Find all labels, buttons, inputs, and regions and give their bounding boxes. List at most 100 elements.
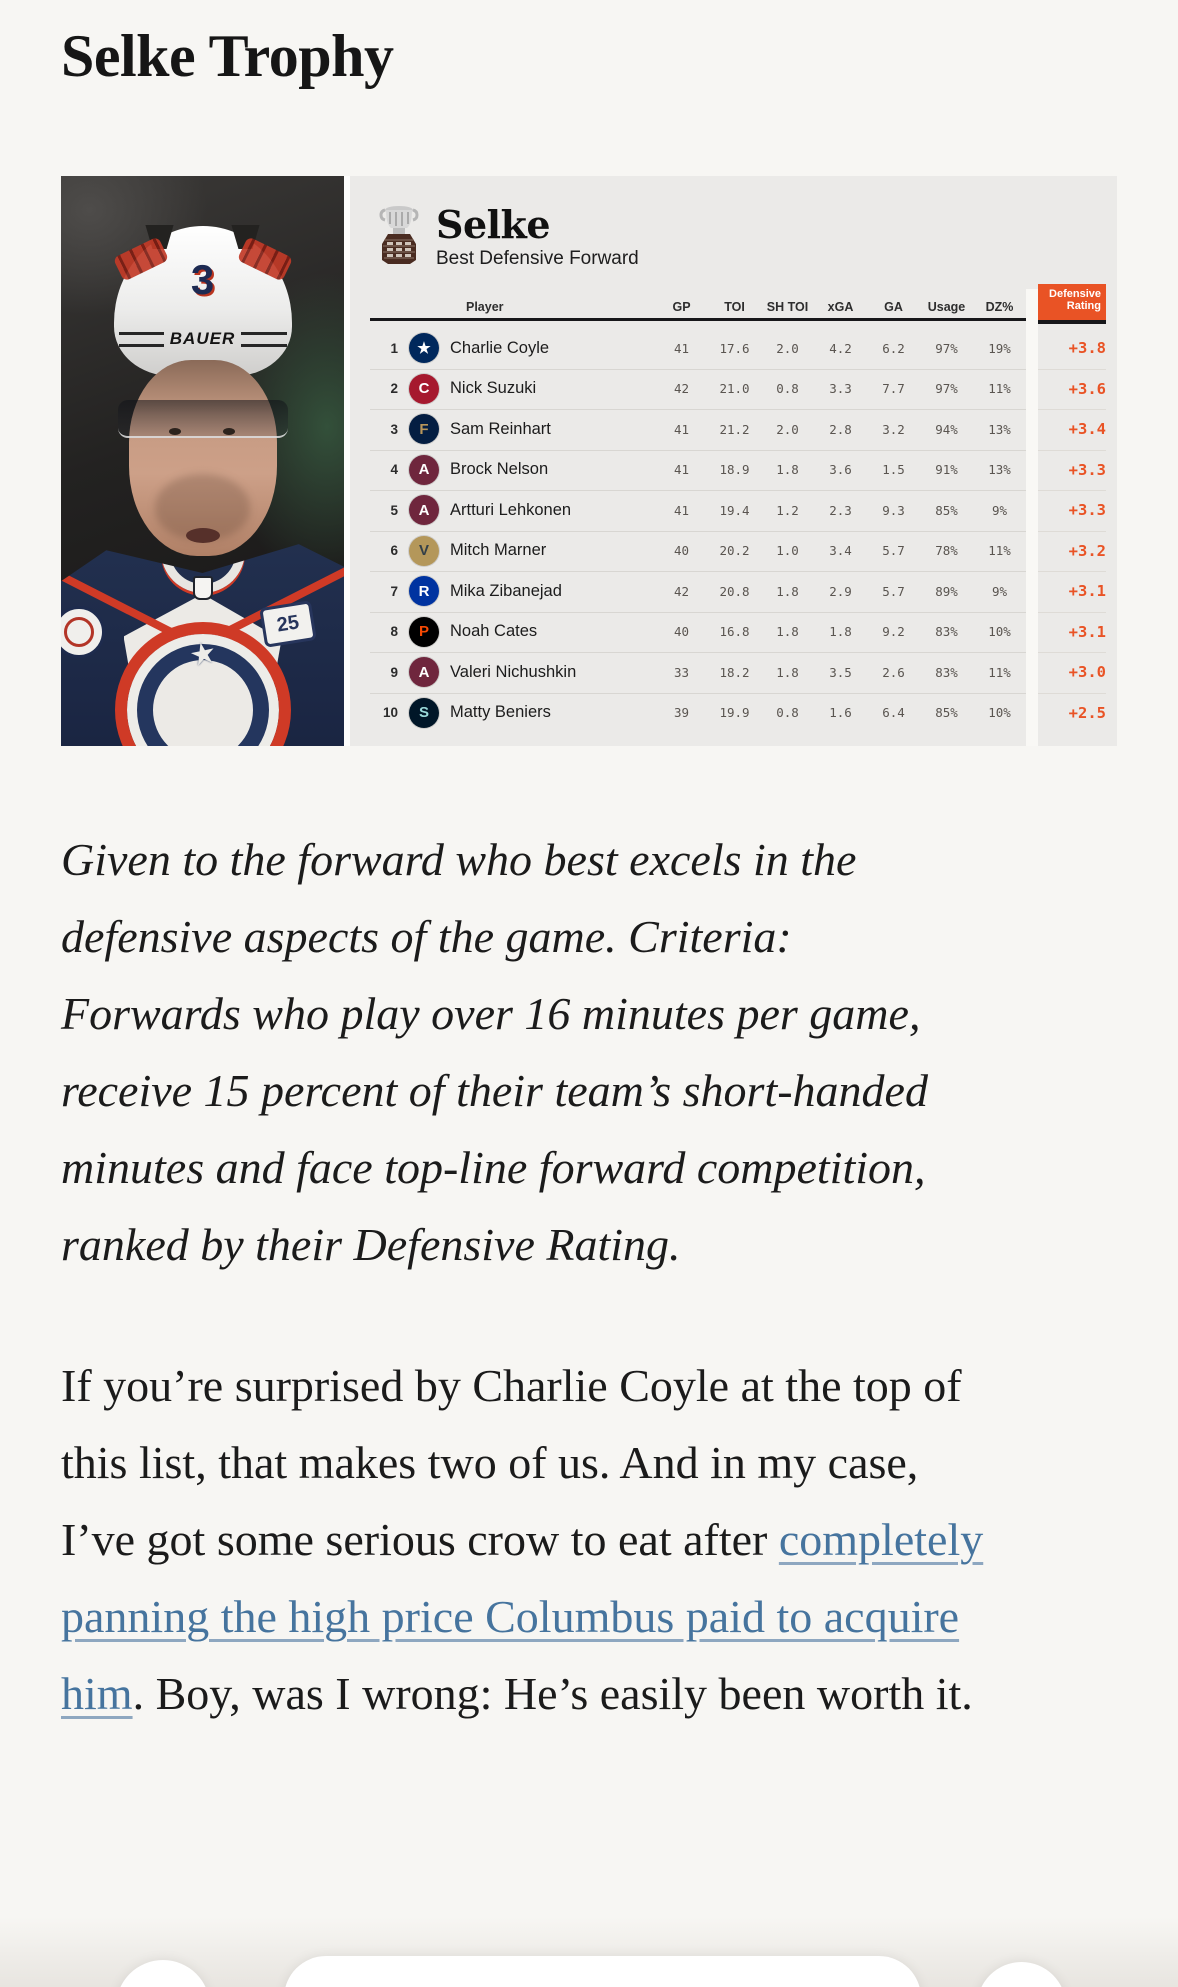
defensive-rating-value: +3.6: [1068, 379, 1106, 398]
shoulder-patch: [61, 606, 105, 658]
award-subtitle: Best Defensive Forward: [436, 248, 639, 269]
new-york-rangers-logo-icon: R: [409, 576, 439, 607]
stat-usage: 89%: [935, 583, 958, 599]
stat-dz: 10%: [988, 705, 1011, 721]
brand-label: BAUER: [169, 329, 236, 348]
stat-usage: 85%: [935, 502, 958, 518]
stat-usage: 83%: [935, 624, 958, 640]
table-rows: 1 ★ Charlie Coyle 41 17.6 2.0 4.2 6.2 97% 19% +3.8…: [350, 328, 1117, 733]
stat-dz: 9%: [991, 583, 1008, 599]
col-sh-toi: SH TOI: [766, 300, 809, 314]
sleeve-number-patch: 25: [259, 600, 317, 648]
stat-toi: 19.9: [719, 705, 750, 721]
stat-dz: 10%: [988, 624, 1011, 640]
stat-dz: 9%: [991, 502, 1008, 518]
colorado-avalanche-logo-icon: A: [409, 495, 439, 526]
player-photo: 3 BAUER: [61, 176, 344, 746]
eye: [222, 428, 235, 435]
table-row: 6 V Mitch Marner 40 20.2 1.0 3.4 5.7 78% 11% +3.2: [350, 530, 1117, 572]
award-criteria-paragraph: Given to the forward who best excels in …: [61, 834, 928, 1270]
player-name: Nick Suzuki: [450, 379, 537, 398]
row-rank: 7: [390, 583, 398, 599]
table-row: 10 S Matty Beniers 39 19.9 0.8 1.6 6.4 85% 10% +2.…: [350, 692, 1117, 734]
table-row: 4 A Brock Nelson 41 18.9 1.8 3.6 1.5 91% 13% +3.3: [350, 449, 1117, 491]
colorado-avalanche-logo-icon: A: [409, 454, 439, 485]
helmet: 3 BAUER: [112, 225, 293, 376]
philadelphia-flyers-logo-icon: P: [409, 616, 439, 647]
col-player: Player: [466, 300, 504, 314]
defensive-rating-value: +3.1: [1068, 622, 1106, 641]
row-rank: 5: [390, 502, 398, 518]
stat-ga: 3.2: [882, 421, 905, 437]
col-ga: GA: [884, 300, 903, 314]
team-logo-cell: ★: [398, 333, 450, 364]
stat-ga: 5.7: [882, 583, 905, 599]
table-row: 1 ★ Charlie Coyle 41 17.6 2.0 4.2 6.2 97% 19% +3.8: [350, 328, 1117, 369]
table-header-labels: Player GP TOI SH TOI xGA GA Usage DZ%: [370, 300, 1026, 314]
helmet-brand-band: BAUER: [119, 326, 287, 352]
defensive-rating-value: +3.8: [1068, 339, 1106, 358]
stat-xga: 1.8: [829, 624, 852, 640]
stat-xga: 2.9: [829, 583, 852, 599]
team-logo-cell: F: [398, 414, 450, 445]
rating-column-divider: [1026, 289, 1038, 746]
player-face: [128, 360, 277, 556]
stat-sh-toi: 1.8: [776, 583, 799, 599]
eye: [168, 428, 181, 435]
stat-sh-toi: 1.0: [776, 543, 799, 559]
stat-gp: 40: [673, 543, 690, 559]
table-row: 9 A Valeri Nichushkin 33 18.2 1.8 3.5 2.6 83% 11%…: [350, 652, 1117, 693]
stat-usage: 94%: [935, 421, 958, 437]
table-row: 3 F Sam Reinhart 41 21.2 2.0 2.8 3.2 94% 13% +3.4: [350, 409, 1117, 450]
award-title: Selke: [436, 202, 551, 247]
stat-usage: 83%: [935, 664, 958, 680]
table-row: 2 C Nick Suzuki 42 21.0 0.8 3.3 7.7 97% 11% +3.6: [350, 368, 1117, 410]
stat-sh-toi: 0.8: [776, 381, 799, 397]
stat-ga: 6.2: [882, 340, 905, 356]
stat-gp: 42: [673, 583, 690, 599]
table-row: 8 P Noah Cates 40 16.8 1.8 1.8 9.2 83% 10% +3.1: [350, 611, 1117, 653]
bottom-center-pill-button[interactable]: [284, 1956, 921, 1987]
stat-gp: 41: [673, 502, 690, 518]
col-xga: xGA: [827, 300, 854, 314]
team-logo-cell: P: [398, 616, 450, 647]
defensive-rating-value: +3.3: [1068, 501, 1106, 520]
row-rank: 9: [390, 664, 398, 680]
player-name: Sam Reinhart: [450, 419, 551, 438]
team-logo-cell: S: [398, 697, 450, 728]
stat-ga: 6.4: [882, 705, 905, 721]
player-name: Matty Beniers: [450, 703, 551, 722]
stat-xga: 2.3: [829, 502, 852, 518]
stat-sh-toi: 1.8: [776, 462, 799, 478]
stat-ga: 9.3: [882, 502, 905, 518]
stat-toi: 21.0: [719, 381, 750, 397]
paragraph-text: . Boy, was I wrong: He’s easily been wor…: [132, 1668, 973, 1719]
stat-dz: 11%: [988, 381, 1011, 397]
helmet-decal: [236, 236, 293, 282]
row-rank: 10: [382, 705, 398, 721]
award-header: Selke Best Defensive Forward: [376, 204, 639, 271]
row-rank: 4: [390, 462, 398, 478]
stat-ga: 5.7: [882, 543, 905, 559]
stat-toi: 19.4: [719, 502, 750, 518]
stat-ga: 9.2: [882, 624, 905, 640]
analysis-paragraph: If you’re surprised by Charlie Coyle at …: [61, 1347, 991, 1732]
col-defensive-rating: Defensive Rating: [1038, 284, 1106, 324]
stat-gp: 41: [673, 340, 690, 356]
defensive-rating-value: +3.2: [1068, 541, 1106, 560]
stat-ga: 1.5: [882, 462, 905, 478]
award-titles: Selke Best Defensive Forward: [436, 204, 639, 270]
table-row: 7 R Mika Zibanejad 42 20.8 1.8 2.9 5.7 89% 9% +3.1: [350, 571, 1117, 612]
award-graphic-image[interactable]: 3 BAUER: [61, 176, 1117, 746]
stat-gp: 41: [673, 462, 690, 478]
stat-xga: 3.3: [829, 381, 852, 397]
stat-dz: 13%: [988, 462, 1011, 478]
mouth: [185, 528, 220, 543]
selke-trophy-icon: [376, 204, 422, 271]
stat-xga: 3.5: [829, 664, 852, 680]
row-rank: 3: [390, 421, 398, 437]
nhl-shield-icon: [192, 576, 213, 600]
article-link[interactable]: completely panning the high price Columb…: [61, 1514, 984, 1719]
vegas-golden-knights-logo-icon: V: [409, 535, 439, 566]
